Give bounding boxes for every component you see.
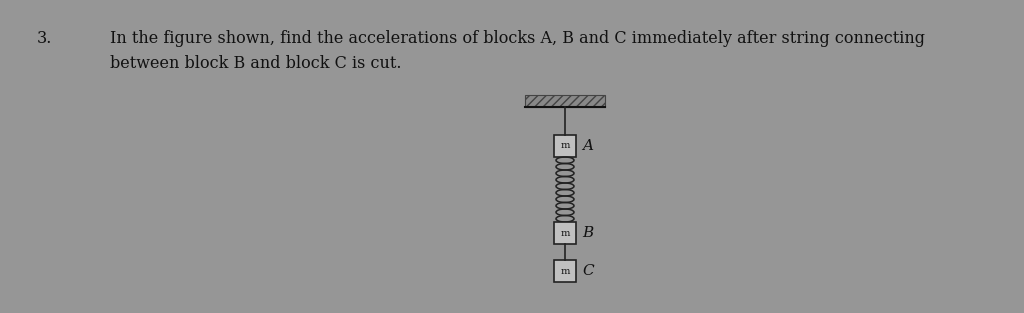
Text: In the figure shown, find the accelerations of blocks A, B and C immediately aft: In the figure shown, find the accelerati…	[110, 30, 925, 47]
Text: B: B	[582, 226, 593, 240]
Bar	[554, 222, 575, 244]
Text: m: m	[560, 228, 569, 238]
Bar	[554, 135, 575, 157]
Text: A: A	[582, 139, 593, 153]
Text: 3.: 3.	[37, 30, 52, 47]
Bar	[554, 260, 575, 282]
Text: m: m	[560, 266, 569, 275]
Text: between block B and block C is cut.: between block B and block C is cut.	[110, 55, 401, 72]
Bar	[525, 95, 605, 107]
Text: m: m	[560, 141, 569, 151]
Text: C: C	[582, 264, 594, 278]
